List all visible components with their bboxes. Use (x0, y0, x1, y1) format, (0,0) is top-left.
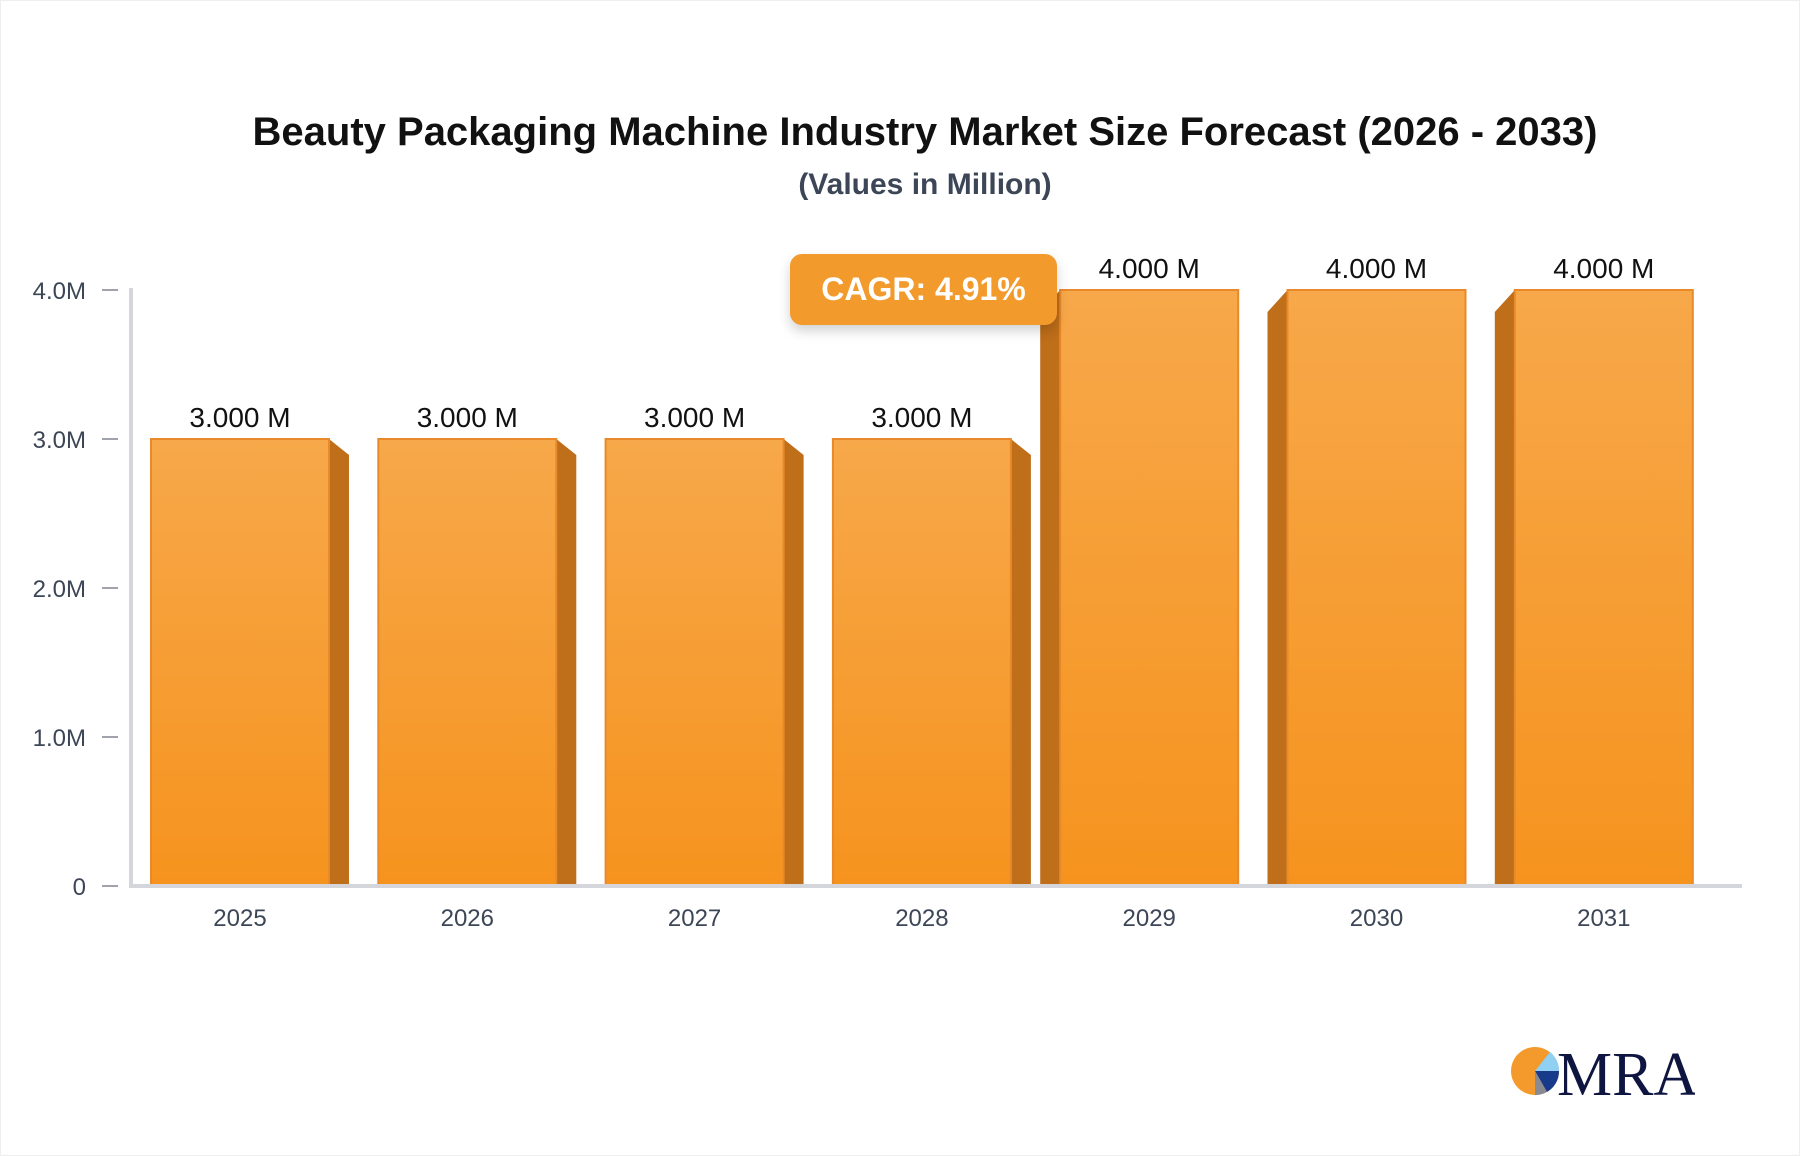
logo-text: MRA (1557, 1041, 1695, 1109)
bar (377, 438, 558, 887)
y-tick-label: 4.0M (33, 278, 86, 305)
data-label: 4.000 M (1099, 253, 1200, 284)
bar (604, 438, 785, 887)
y-tick-label: 3.0M (33, 427, 86, 454)
bar (150, 438, 330, 887)
x-tick-label: 2031 (1577, 905, 1630, 932)
x-tick-label: 2027 (668, 905, 721, 932)
bar-side (1494, 290, 1515, 886)
chart-subtitle: (Values in Million) (798, 168, 1052, 201)
x-tick-label: 2025 (213, 905, 266, 932)
bar (1513, 289, 1694, 887)
data-label: 3.000 M (644, 402, 745, 433)
data-label: 4.000 M (1326, 253, 1427, 284)
x-tick-label: 2026 (441, 905, 494, 932)
y-tick-label: 0 (73, 874, 86, 901)
bar (831, 438, 1012, 887)
x-tick-label: 2028 (895, 905, 948, 932)
bar (1286, 289, 1467, 887)
x-tick-label: 2030 (1350, 905, 1403, 932)
y-tick-label: 2.0M (33, 576, 86, 603)
data-label: 4.000 M (1553, 253, 1654, 284)
bar-side (329, 439, 349, 886)
bar-side (783, 439, 804, 886)
bar-side (1010, 439, 1031, 886)
data-label: 3.000 M (189, 402, 290, 433)
chart-title: Beauty Packaging Machine Industry Market… (252, 110, 1598, 154)
bar-side (1267, 290, 1288, 886)
mra-logo-icon: MRA (1511, 1041, 1698, 1109)
mra-logo: MRA (1505, 1040, 1698, 1115)
bar-side (1040, 290, 1061, 886)
cagr-badge: CAGR: 4.91% (790, 254, 1057, 325)
data-label: 3.000 M (871, 402, 972, 433)
x-tick-label: 2029 (1123, 905, 1176, 932)
data-label: 3.000 M (417, 402, 518, 433)
bar-side (556, 439, 577, 886)
y-tick-label: 1.0M (33, 725, 86, 752)
bar (1059, 289, 1240, 887)
